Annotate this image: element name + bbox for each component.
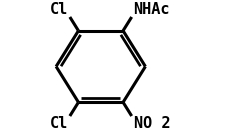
Text: NHAc: NHAc xyxy=(134,2,170,17)
Text: Cl: Cl xyxy=(50,116,68,131)
Text: NO 2: NO 2 xyxy=(134,116,170,131)
Text: Cl: Cl xyxy=(50,2,68,17)
